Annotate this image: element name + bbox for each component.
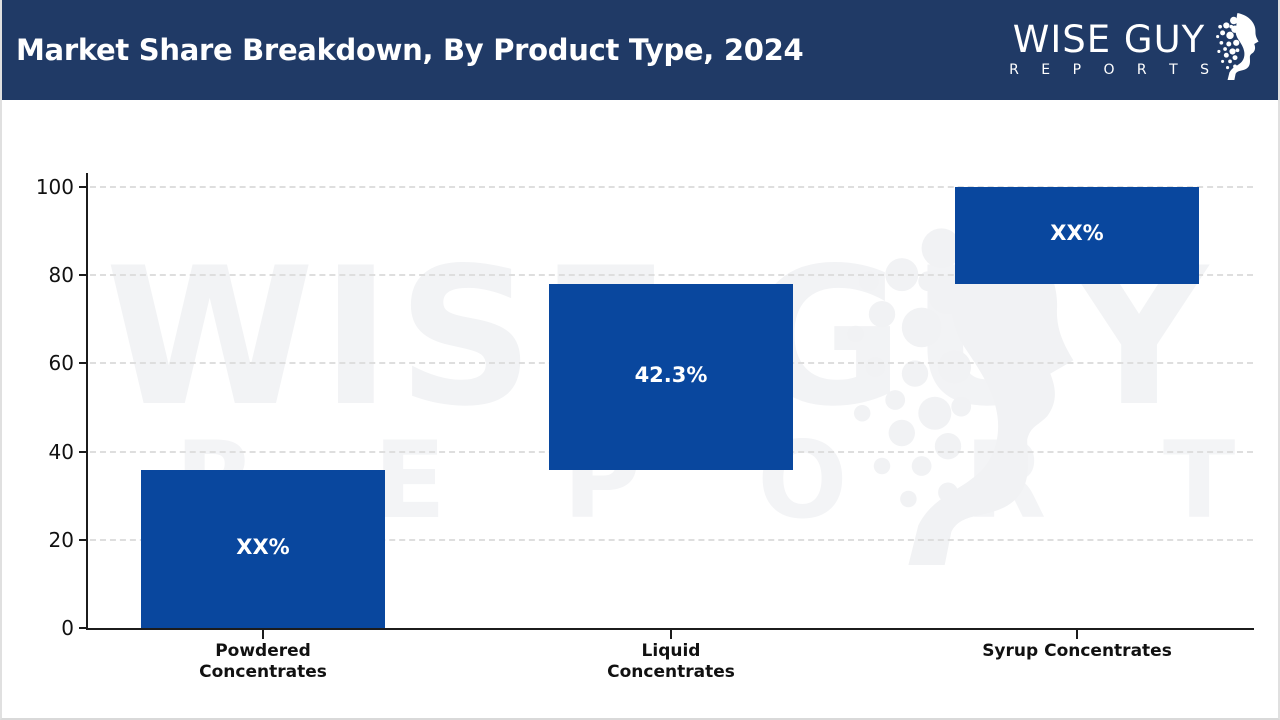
bar-value-label: XX% — [236, 535, 290, 560]
bar — [549, 283, 793, 471]
x-tick-label: Powdered Concentrates — [103, 641, 423, 683]
x-axis-line — [86, 628, 1254, 630]
y-tick-label: 100 — [35, 175, 74, 199]
wiseguy-logo: WISE GUY R E P O R T S — [1000, 10, 1266, 90]
y-tick-mark — [79, 450, 88, 453]
y-tick-label: 80 — [48, 263, 74, 288]
y-tick-label: 40 — [48, 439, 74, 464]
y-tick-mark — [79, 186, 88, 188]
y-tick-mark — [79, 538, 88, 541]
x-tick-mark — [262, 630, 264, 639]
y-tick-label: 0 — [61, 616, 74, 640]
x-tick-label: Syrup Concentrates — [917, 641, 1237, 662]
y-tick-label: 60 — [48, 351, 74, 376]
wiseguy-logo-text: WISE GUY R E P O R T S — [1000, 20, 1218, 80]
y-tick-mark — [79, 627, 88, 629]
gridline — [90, 186, 1253, 188]
bar-value-label: 42.3% — [634, 362, 708, 387]
x-tick-label: Liquid Concentrates — [511, 641, 831, 683]
x-tick-mark — [670, 630, 672, 639]
logo-wordmark: WISE GUY — [1012, 18, 1206, 61]
header-bar: Market Share Breakdown, By Product Type,… — [0, 0, 1280, 100]
y-tick-mark — [79, 274, 88, 277]
y-tick-mark — [79, 362, 88, 365]
y-tick-label: 20 — [48, 527, 74, 552]
gridline — [90, 538, 1253, 541]
wiseguy-face-icon — [1216, 13, 1259, 80]
x-tick-label-line: Liquid — [641, 641, 701, 661]
x-tick-label-line: Powdered — [215, 641, 311, 661]
x-tick-label-line: Concentrates — [607, 662, 735, 682]
gridline — [90, 274, 1253, 277]
page-title: Market Share Breakdown, By Product Type,… — [16, 33, 804, 67]
x-tick-label-line: Syrup Concentrates — [982, 641, 1172, 661]
logo-subtitle: R E P O R T S — [1009, 62, 1218, 78]
x-tick-label-line: Concentrates — [199, 662, 327, 682]
y-axis-line — [86, 173, 88, 630]
bar — [141, 470, 385, 628]
x-tick-mark — [1076, 630, 1078, 639]
